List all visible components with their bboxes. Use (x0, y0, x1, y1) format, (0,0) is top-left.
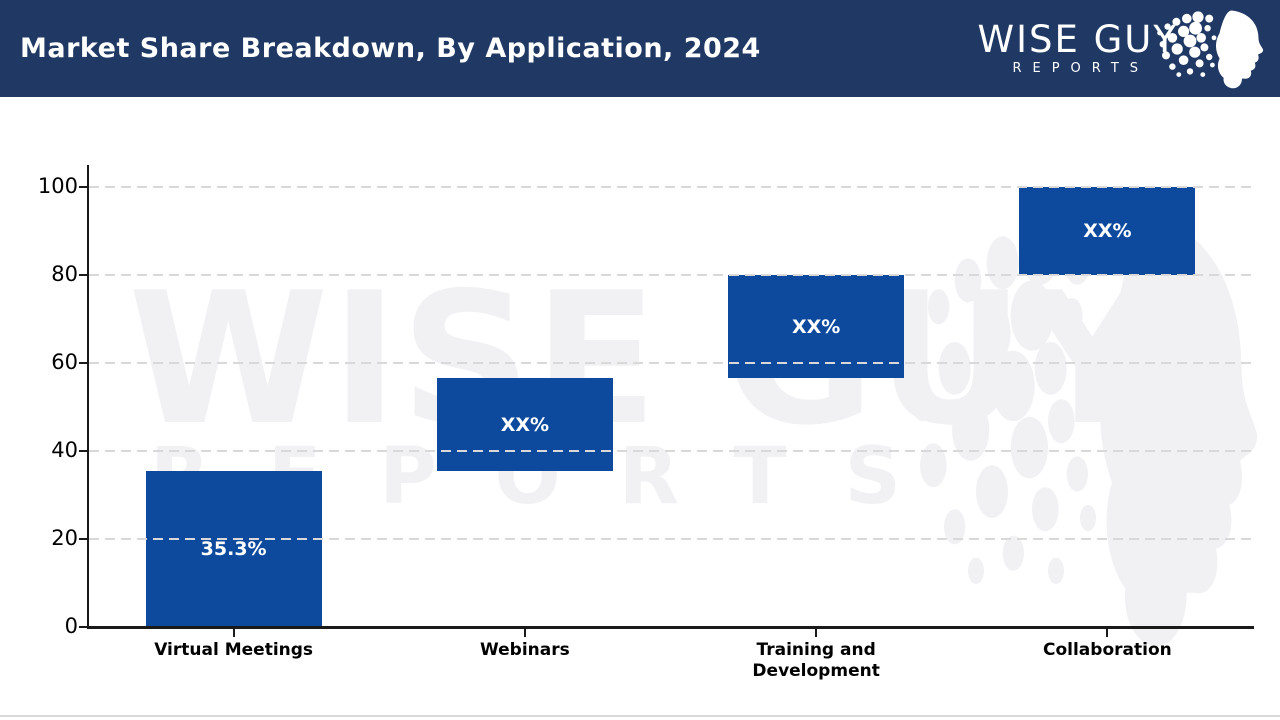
gridline-y-80 (89, 273, 1253, 276)
y-tick-mark (79, 537, 87, 540)
x-tick-mark (1106, 629, 1109, 637)
y-axis-spine (87, 165, 89, 628)
x-tick-label: Collaboration (1043, 640, 1172, 660)
y-tick-label: 60 (51, 349, 78, 374)
y-tick-label: 20 (51, 525, 78, 550)
gridline-y-40 (89, 449, 1253, 452)
bar-value-label: XX% (500, 413, 550, 436)
x-tick-mark (232, 629, 235, 637)
logo-wordmark: WISE GUY (977, 18, 1178, 61)
logo-subtitle: REPORTS (1012, 61, 1150, 76)
y-tick-label: 100 (37, 174, 78, 199)
bar-value-label: 35.3% (200, 537, 267, 560)
y-tick-mark (79, 361, 87, 364)
y-tick-mark (79, 273, 87, 276)
logo-text: WISE GUY REPORTS (978, 21, 1178, 76)
bar-value-label: XX% (791, 315, 841, 338)
header: Market Share Breakdown, By Application, … (0, 0, 1280, 97)
x-tick-label: Virtual Meetings (154, 640, 314, 660)
bar-value-label: XX% (1083, 220, 1132, 243)
footer-divider (0, 715, 1280, 717)
x-tick-label: Training and Development (752, 640, 880, 681)
gridline-y-20 (89, 537, 1253, 540)
x-tick-label: Webinars (480, 640, 570, 660)
bar-training-and-development (728, 274, 905, 379)
gridline-y-100 (89, 186, 1253, 189)
y-tick-mark (79, 625, 87, 628)
y-tick-mark (79, 449, 87, 452)
logo-face-icon (1157, 10, 1264, 88)
gridline-y-60 (89, 361, 1253, 364)
y-tick-label: 0 (64, 613, 78, 638)
bar-virtual-meetings (145, 471, 322, 627)
bar-webinars (436, 378, 613, 472)
x-axis-spine (87, 626, 1254, 629)
y-tick-mark (79, 186, 87, 189)
chart-title: Market Share Breakdown, By Application, … (20, 33, 761, 64)
bar-collaboration (1019, 187, 1196, 275)
wise-guy-reports-logo: WISE GUY REPORTS (978, 6, 1280, 92)
x-tick-mark (815, 629, 818, 637)
x-tick-mark (523, 629, 526, 637)
y-tick-label: 80 (51, 262, 78, 287)
y-tick-label: 40 (51, 437, 78, 462)
